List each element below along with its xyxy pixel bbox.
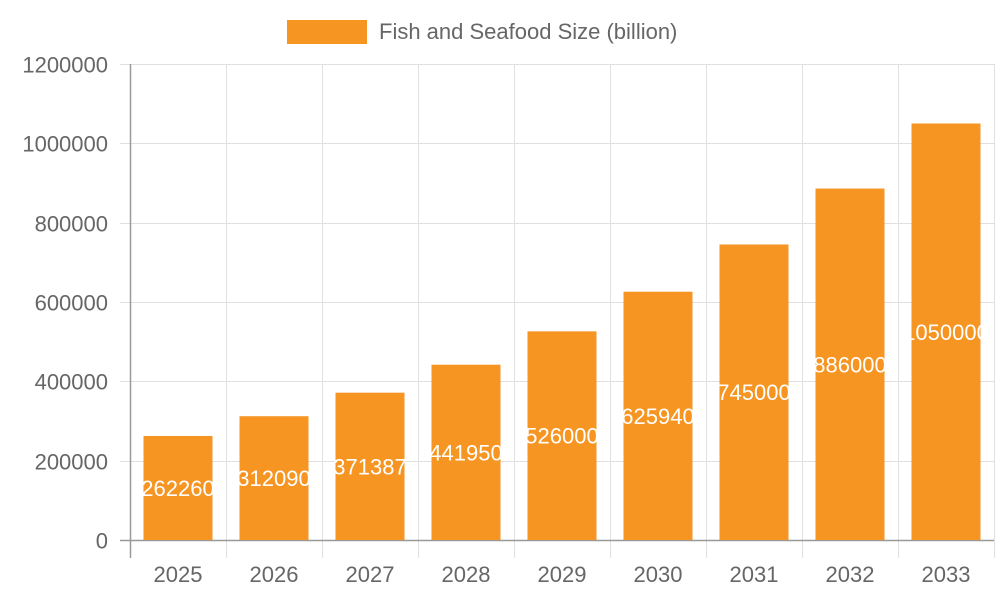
data-label: 312090 [237,466,310,491]
x-tick-label: 2028 [442,562,491,587]
bar[interactable] [623,291,693,540]
y-tick-label: 0 [96,529,108,554]
x-tick-label: 2026 [250,562,299,587]
bar[interactable] [143,435,213,540]
data-label: 371387 [333,454,406,479]
y-tick-label: 600000 [35,291,108,316]
bars [143,123,981,541]
grid-lines [120,64,995,558]
data-label: 886000 [813,352,886,377]
legend[interactable]: Fish and Seafood Size (billion) [287,19,677,44]
y-tick-label: 800000 [35,212,108,237]
y-tick-label: 400000 [35,370,108,395]
y-tick-label: 1200000 [22,53,108,78]
data-labels: 262260 312090 371387 441950 526000 625940 7450… [141,320,989,501]
bar[interactable] [815,188,885,540]
y-tick-label: 1000000 [22,132,108,157]
data-label: 526000 [525,424,598,449]
x-tick-label: 2029 [538,562,587,587]
data-label: 625940 [621,404,694,429]
x-tick-label: 2033 [922,562,971,587]
x-tick-label: 2031 [730,562,779,587]
bar[interactable] [911,123,981,541]
axes [120,64,994,558]
bar[interactable] [239,416,309,540]
y-tick-label: 200000 [35,450,108,475]
data-label: 262260 [141,476,214,501]
data-label: 745000 [717,380,790,405]
bar[interactable] [719,244,789,540]
bar[interactable] [527,331,597,540]
data-label: 1050000 [903,320,989,345]
data-label: 441950 [429,440,502,465]
legend-label[interactable]: Fish and Seafood Size (billion) [379,19,677,44]
x-tick-label: 2030 [634,562,683,587]
x-tick-label: 2027 [346,562,395,587]
x-axis-ticks: 2025 2026 2027 2028 2029 2030 2031 2032 2033 [154,562,971,587]
x-tick-label: 2032 [826,562,875,587]
bar[interactable] [335,392,405,540]
legend-swatch[interactable] [287,20,367,44]
bar[interactable] [431,364,501,540]
y-axis-ticks: 0 200000 400000 600000 800000 1000000 1200000 [22,53,108,554]
x-tick-label: 2025 [154,562,203,587]
